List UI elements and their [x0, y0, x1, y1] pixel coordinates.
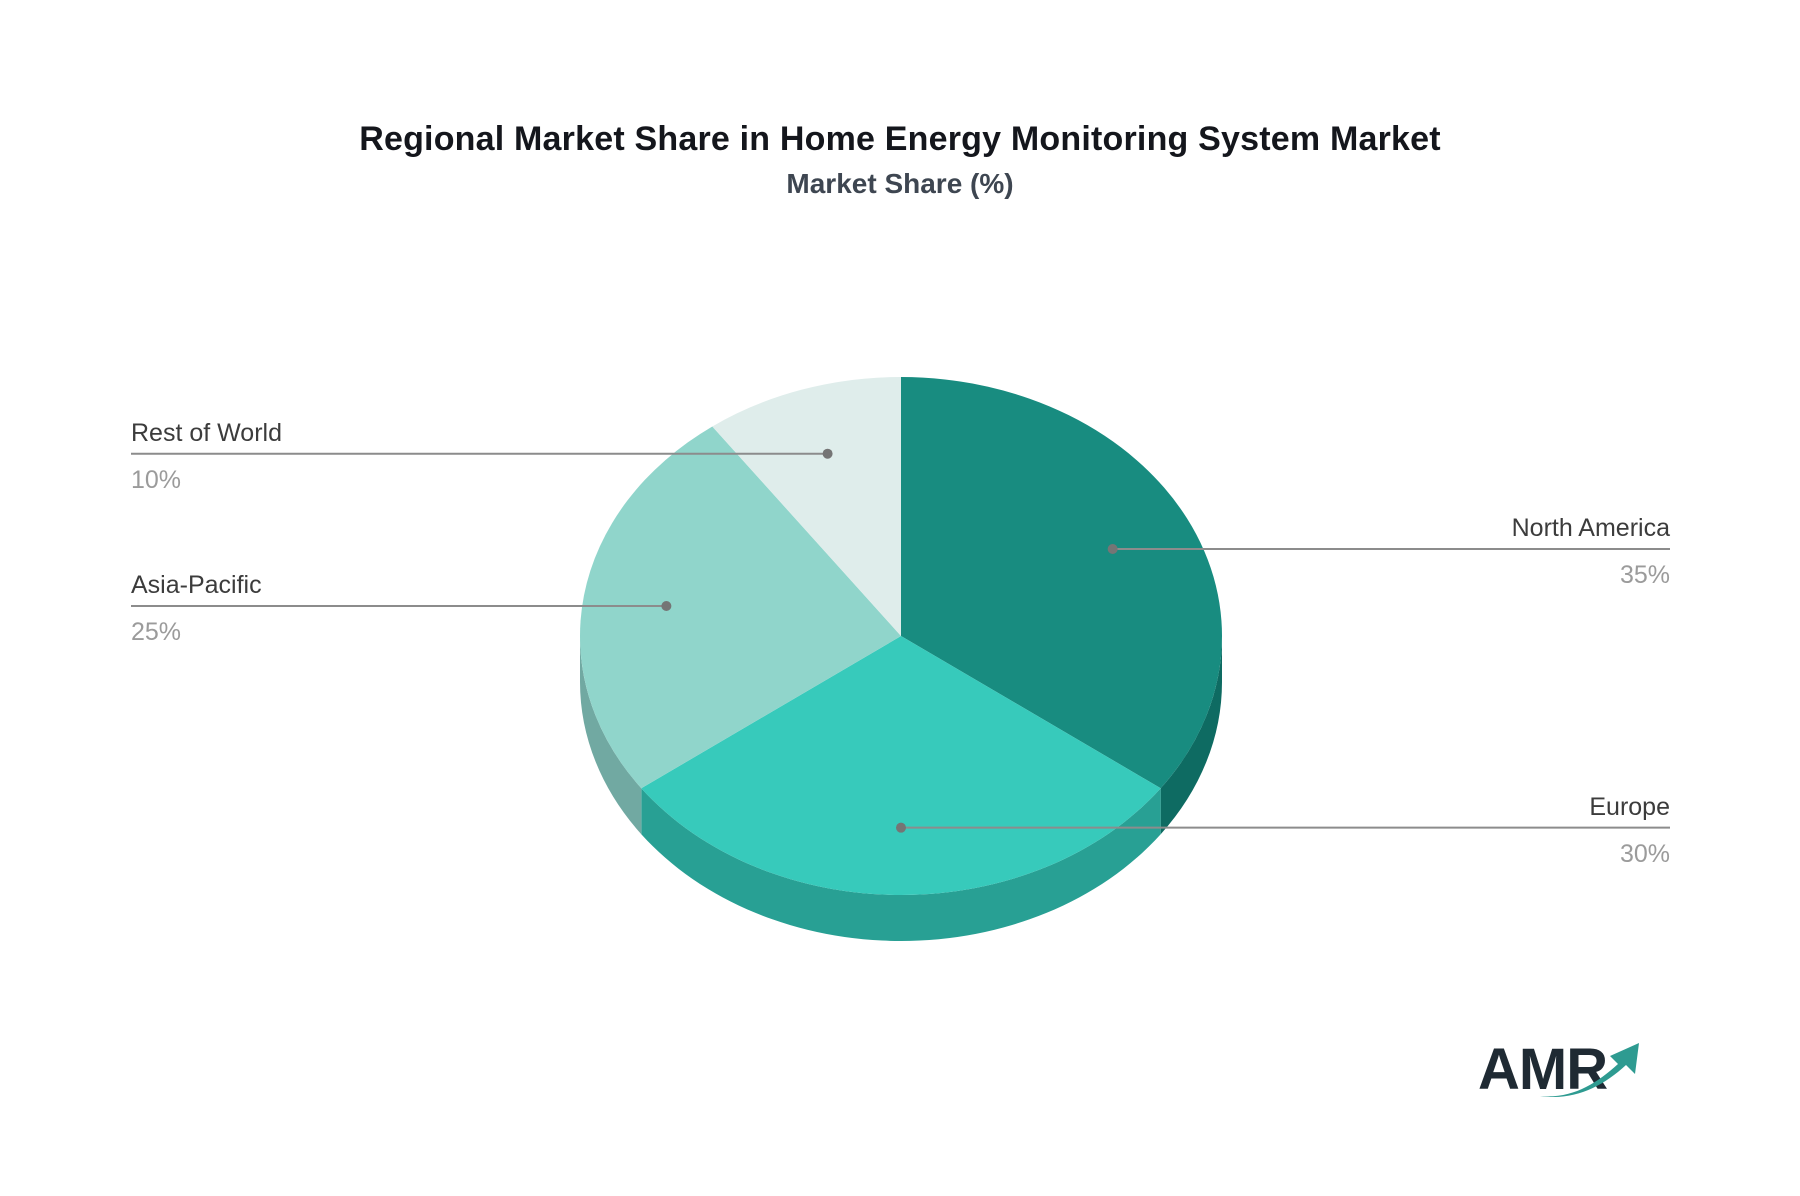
- label-leader-dot: [896, 822, 906, 833]
- amr-logo-arrow-icon: [1540, 1043, 1639, 1098]
- pie-slice-asia-pacific[interactable]: [580, 426, 901, 789]
- slice-percent: 25%: [131, 618, 182, 646]
- pie-slice-europe[interactable]: [641, 636, 1161, 896]
- amr-logo: AMR: [1478, 1036, 1668, 1116]
- amr-logo-text: AMR: [1478, 1037, 1608, 1102]
- slice-percent: 30%: [1619, 840, 1670, 868]
- chart-subtitle: Market Share (%): [786, 168, 1014, 199]
- label-leader-dot: [661, 601, 672, 612]
- pie-slice-north-america-side: [1160, 636, 1222, 835]
- slice-name: Europe: [1589, 793, 1670, 822]
- pie-slice-asia-pacific-side: [580, 636, 642, 835]
- slice-name: Rest of World: [131, 419, 282, 448]
- slice-percent: 35%: [1619, 561, 1670, 589]
- pie-slice-europe-side: [641, 788, 1161, 941]
- chart-title: Regional Market Share in Home Energy Mon…: [359, 120, 1441, 158]
- label-leader-dot: [822, 448, 833, 459]
- pie-slice-rest-of-world[interactable]: [712, 377, 901, 636]
- label-leader-dot: [1107, 543, 1118, 554]
- slice-name: North America: [1511, 514, 1670, 543]
- slice-name: Asia-Pacific: [131, 571, 262, 600]
- pie-slice-north-america[interactable]: [901, 377, 1222, 789]
- slice-percent: 10%: [131, 466, 182, 494]
